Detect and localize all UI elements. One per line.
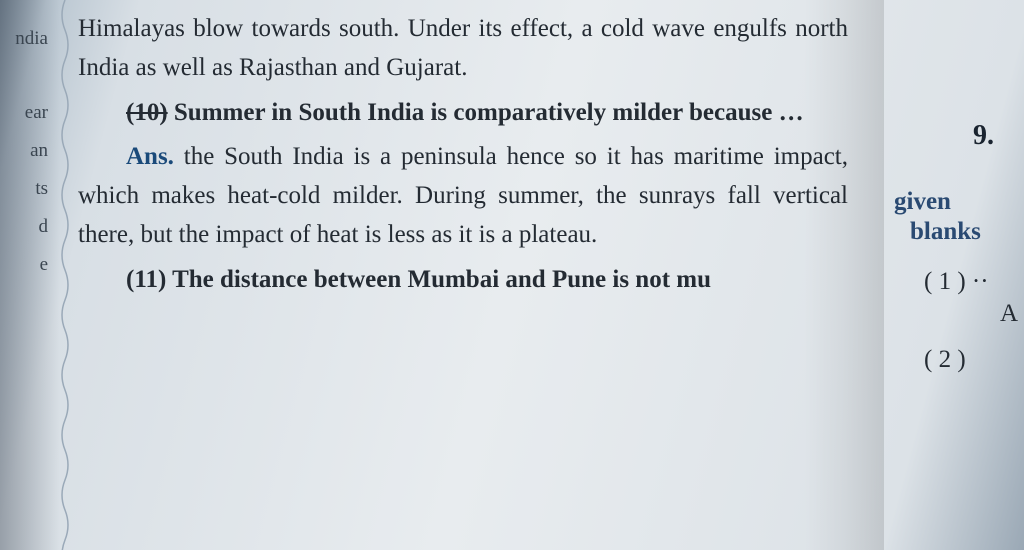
question-10-text: Summer in South India is comparatively m… [168,99,804,126]
right-margin-column: 9. given blanks ( 1 ) ·· A ( 2 ) [864,120,1024,374]
answer-10-paragraph: Ans. the South India is a peninsula henc… [78,138,848,254]
question-10: (10) Summer in South India is comparativ… [78,94,848,133]
right-word-blanks: blanks [864,218,1024,246]
left-frag-6: e [0,246,52,284]
main-text-column: Himalayas blow towards south. Under its … [78,10,848,305]
textbook-page: ndia ear an ts d e Himalayas blow toward… [0,0,1024,550]
left-frag-3: an [0,132,52,170]
right-option-1: ( 1 ) ·· [864,268,1024,296]
left-margin-fragments: ndia ear an ts d e [0,20,52,284]
answer-label: Ans. [126,143,174,170]
left-frag-1: ndia [0,20,52,58]
answer-10-text: the South India is a peninsula hence so … [78,143,848,248]
right-word-given: given [864,188,1024,216]
left-frag-4: ts [0,170,52,208]
question-10-number: (10) [126,99,168,126]
right-letter-a: A [864,300,1024,328]
question-9-number: 9. [864,120,1024,152]
right-option-2: ( 2 ) [864,346,1024,374]
left-frag-5: d [0,208,52,246]
previous-answer-paragraph: Himalayas blow towards south. Under its … [78,10,848,88]
question-11: (11) The distance between Mumbai and Pun… [78,261,848,300]
left-frag-2: ear [0,94,52,132]
wavy-margin-line [58,0,72,550]
